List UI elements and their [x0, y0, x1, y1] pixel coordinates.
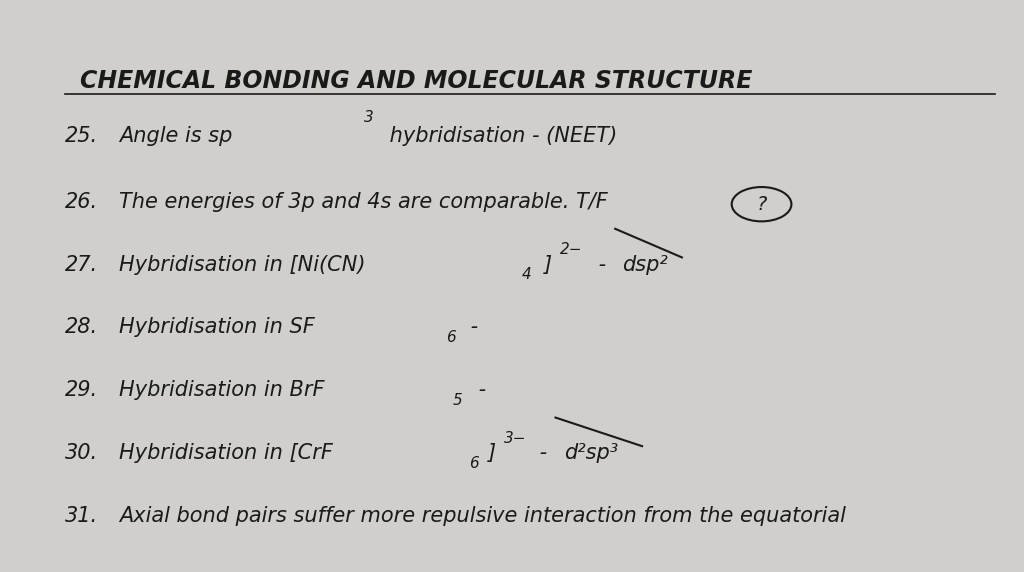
Text: -: - [464, 317, 478, 337]
Text: -: - [472, 380, 486, 400]
Text: ]: ] [544, 255, 552, 275]
Text: Axial bond pairs suffer more repulsive interaction from the equatorial: Axial bond pairs suffer more repulsive i… [120, 506, 846, 526]
Text: 3: 3 [365, 110, 374, 125]
Text: d²sp³: d²sp³ [564, 443, 618, 463]
Text: -: - [592, 255, 606, 275]
Text: 4: 4 [521, 267, 531, 282]
Text: 6: 6 [469, 456, 478, 471]
Text: 30.: 30. [65, 443, 98, 463]
Text: 31.: 31. [65, 506, 98, 526]
Text: -: - [532, 443, 547, 463]
Text: 3−: 3− [504, 431, 526, 446]
Text: The energies of 3p and 4s are comparable. T/F: The energies of 3p and 4s are comparable… [120, 192, 608, 212]
Text: Hybridisation in BrF: Hybridisation in BrF [120, 380, 325, 400]
Text: hybridisation - (NEET): hybridisation - (NEET) [383, 126, 617, 146]
Text: ]: ] [487, 443, 496, 463]
Text: 5: 5 [453, 393, 463, 408]
Text: 26.: 26. [65, 192, 98, 212]
Text: 25.: 25. [65, 126, 98, 146]
Text: 2−: 2− [559, 242, 582, 257]
Text: 29.: 29. [65, 380, 98, 400]
Text: 28.: 28. [65, 317, 98, 337]
Text: Hybridisation in SF: Hybridisation in SF [120, 317, 315, 337]
Text: ?: ? [757, 194, 767, 214]
Text: Angle is sp: Angle is sp [120, 126, 232, 146]
Text: CHEMICAL BONDING AND MOLECULAR STRUCTURE: CHEMICAL BONDING AND MOLECULAR STRUCTURE [80, 69, 752, 93]
Text: dsp²: dsp² [623, 255, 668, 275]
Text: Hybridisation in [CrF: Hybridisation in [CrF [120, 443, 334, 463]
Text: 6: 6 [446, 330, 456, 345]
Text: 27.: 27. [65, 255, 98, 275]
Text: Hybridisation in [Ni(CN): Hybridisation in [Ni(CN) [120, 255, 366, 275]
